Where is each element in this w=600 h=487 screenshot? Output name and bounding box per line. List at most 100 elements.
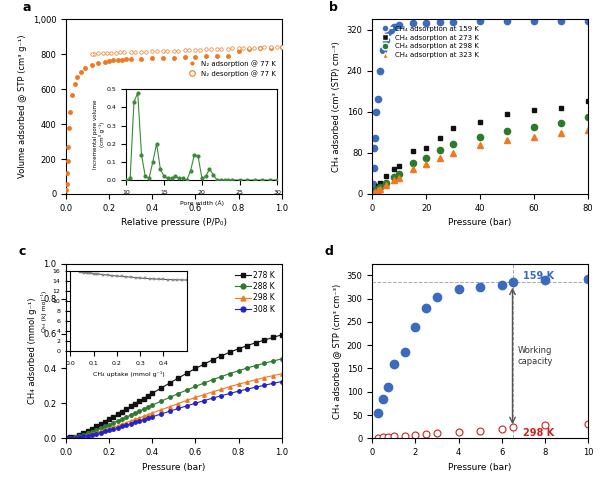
298 K bbox=[261, 375, 268, 380]
308 K bbox=[252, 384, 259, 390]
298 K bbox=[80, 433, 87, 439]
308 K bbox=[278, 379, 286, 385]
298 K bbox=[118, 421, 125, 427]
308 K bbox=[92, 431, 100, 436]
288 K bbox=[278, 356, 286, 362]
298 K bbox=[278, 371, 286, 376]
278 K bbox=[106, 416, 113, 422]
298 K bbox=[149, 410, 156, 416]
298 K bbox=[106, 426, 113, 431]
298 K bbox=[145, 412, 152, 417]
308 K bbox=[166, 408, 173, 414]
308 K bbox=[127, 421, 134, 427]
288 K bbox=[226, 371, 233, 376]
Text: Working
capacity: Working capacity bbox=[518, 346, 553, 366]
288 K bbox=[71, 434, 78, 440]
278 K bbox=[62, 435, 70, 441]
308 K bbox=[157, 411, 164, 417]
298 K bbox=[157, 407, 164, 413]
288 K bbox=[97, 426, 104, 431]
278 K bbox=[88, 426, 95, 431]
288 K bbox=[157, 398, 164, 404]
288 K bbox=[261, 360, 268, 366]
308 K bbox=[76, 434, 83, 440]
278 K bbox=[209, 357, 216, 363]
278 K bbox=[183, 370, 190, 376]
308 K bbox=[192, 400, 199, 406]
Text: b: b bbox=[329, 1, 338, 14]
308 K bbox=[261, 382, 268, 388]
X-axis label: Pressure (bar): Pressure (bar) bbox=[448, 463, 512, 471]
298 K bbox=[192, 394, 199, 400]
X-axis label: Pressure (bar): Pressure (bar) bbox=[142, 463, 206, 471]
278 K bbox=[84, 428, 91, 434]
278 K bbox=[80, 430, 87, 436]
288 K bbox=[166, 394, 173, 400]
308 K bbox=[84, 432, 91, 438]
X-axis label: Pressure (bar): Pressure (bar) bbox=[448, 218, 512, 227]
X-axis label: Relative pressure (P/P₀): Relative pressure (P/P₀) bbox=[121, 218, 227, 227]
308 K bbox=[80, 433, 87, 439]
288 K bbox=[84, 431, 91, 436]
298 K bbox=[131, 416, 139, 422]
288 K bbox=[145, 404, 152, 410]
298 K bbox=[110, 424, 117, 430]
278 K bbox=[76, 432, 83, 438]
278 K bbox=[166, 380, 173, 386]
Line: 298 K: 298 K bbox=[64, 372, 283, 440]
298 K bbox=[209, 389, 216, 395]
Legend: 278 K, 288 K, 298 K, 308 K: 278 K, 288 K, 298 K, 308 K bbox=[232, 268, 278, 317]
308 K bbox=[88, 431, 95, 437]
298 K bbox=[226, 384, 233, 390]
278 K bbox=[278, 332, 286, 338]
288 K bbox=[192, 384, 199, 390]
308 K bbox=[97, 430, 104, 435]
298 K bbox=[244, 379, 251, 385]
288 K bbox=[80, 432, 87, 438]
298 K bbox=[101, 427, 109, 433]
308 K bbox=[145, 415, 152, 421]
278 K bbox=[97, 421, 104, 427]
278 K bbox=[175, 375, 182, 381]
278 K bbox=[118, 409, 125, 414]
278 K bbox=[92, 424, 100, 430]
Line: 278 K: 278 K bbox=[64, 333, 283, 440]
298 K bbox=[127, 418, 134, 424]
288 K bbox=[92, 427, 100, 433]
298 K bbox=[97, 429, 104, 434]
288 K bbox=[136, 408, 143, 414]
278 K bbox=[123, 406, 130, 412]
278 K bbox=[226, 349, 233, 355]
278 K bbox=[110, 414, 117, 420]
298 K bbox=[183, 397, 190, 403]
278 K bbox=[149, 391, 156, 396]
288 K bbox=[131, 410, 139, 416]
Y-axis label: CH₄ adsorbed (mmol g⁻¹): CH₄ adsorbed (mmol g⁻¹) bbox=[28, 298, 37, 404]
298 K bbox=[92, 430, 100, 435]
298 K bbox=[123, 420, 130, 426]
Y-axis label: CH₄ adsorbed (cm³ (STP) cm⁻³): CH₄ adsorbed (cm³ (STP) cm⁻³) bbox=[332, 41, 341, 172]
298 K bbox=[200, 392, 208, 397]
308 K bbox=[183, 403, 190, 409]
288 K bbox=[175, 391, 182, 396]
298 K bbox=[114, 423, 121, 429]
278 K bbox=[101, 419, 109, 425]
278 K bbox=[235, 346, 242, 352]
298 K bbox=[88, 431, 95, 437]
298 K bbox=[67, 435, 74, 441]
288 K bbox=[235, 368, 242, 374]
308 K bbox=[71, 435, 78, 441]
288 K bbox=[118, 416, 125, 422]
308 K bbox=[67, 435, 74, 441]
288 K bbox=[88, 429, 95, 435]
288 K bbox=[106, 422, 113, 428]
288 K bbox=[149, 402, 156, 408]
308 K bbox=[235, 388, 242, 394]
288 K bbox=[67, 435, 74, 441]
278 K bbox=[71, 433, 78, 439]
288 K bbox=[209, 377, 216, 383]
278 K bbox=[127, 403, 134, 409]
298 K bbox=[136, 415, 143, 421]
308 K bbox=[226, 391, 233, 396]
278 K bbox=[218, 353, 225, 359]
